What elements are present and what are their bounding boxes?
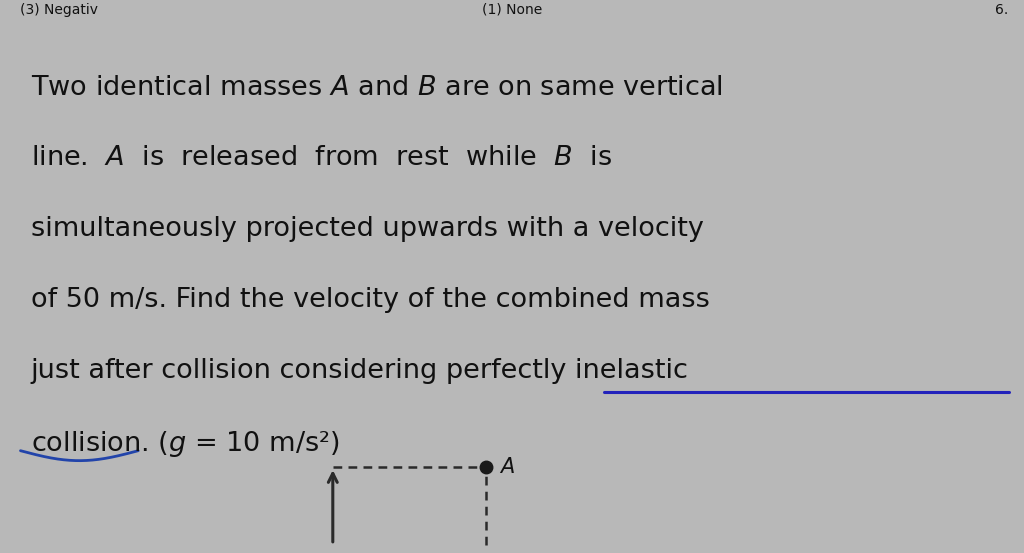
Text: (1) None: (1) None bbox=[482, 3, 542, 17]
Text: of 50 m/s. Find the velocity of the combined mass: of 50 m/s. Find the velocity of the comb… bbox=[31, 287, 710, 313]
Text: (3) Negativ: (3) Negativ bbox=[20, 3, 98, 17]
Text: simultaneously projected upwards with a velocity: simultaneously projected upwards with a … bbox=[31, 216, 703, 242]
Text: line.  $\mathit{A}$  is  released  from  rest  while  $\mathit{B}$  is: line. $\mathit{A}$ is released from rest… bbox=[31, 145, 611, 171]
Text: just after collision considering perfectly inelastic: just after collision considering perfect… bbox=[31, 358, 688, 384]
Text: Two identical masses $\mathit{A}$ and $\mathit{B}$ are on same vertical: Two identical masses $\mathit{A}$ and $\… bbox=[31, 75, 723, 101]
Text: collision. ($g$ = 10 m/s²): collision. ($g$ = 10 m/s²) bbox=[31, 429, 339, 458]
Text: $A$: $A$ bbox=[499, 457, 515, 477]
Text: 6.: 6. bbox=[995, 3, 1009, 17]
